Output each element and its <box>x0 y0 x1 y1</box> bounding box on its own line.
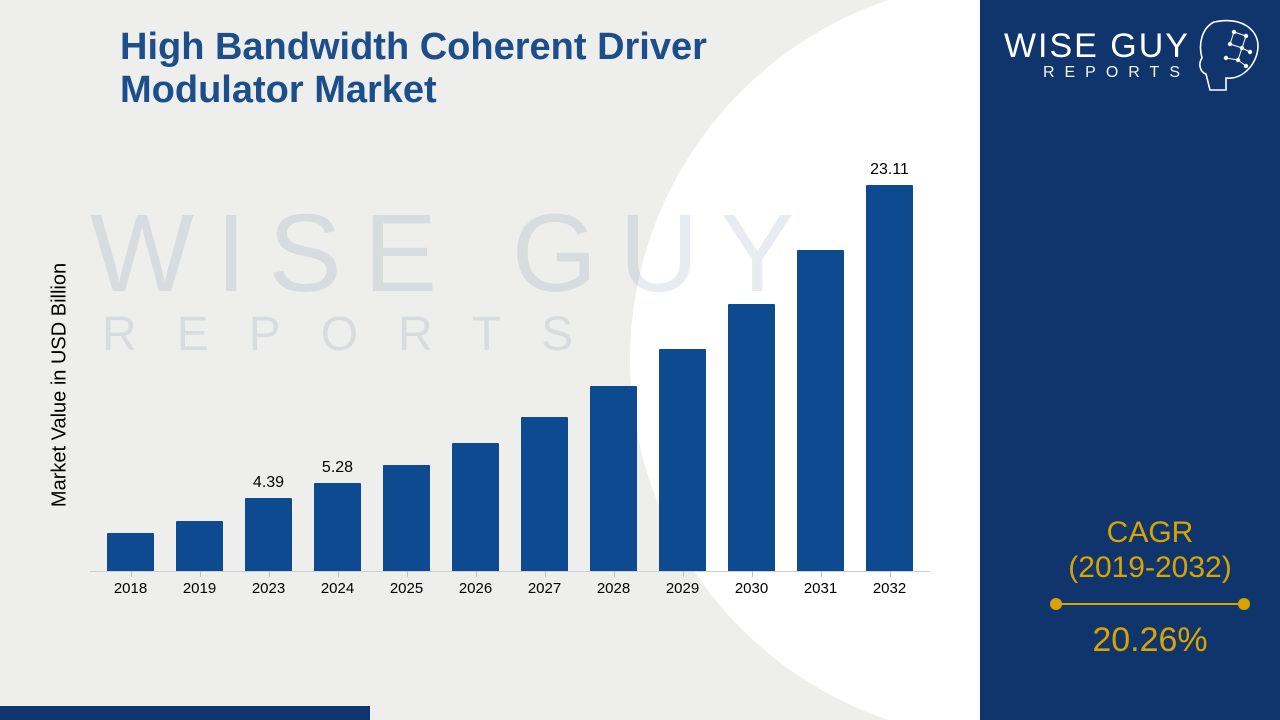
cagr-divider-dot-left-icon <box>1050 598 1062 610</box>
x-tick: 2027 <box>510 572 579 600</box>
x-tick-mark <box>131 571 132 577</box>
bar-slot <box>372 170 441 571</box>
bar-slot <box>717 170 786 571</box>
x-tick: 2024 <box>303 572 372 600</box>
x-tick: 2026 <box>441 572 510 600</box>
brand-logo: WISE GUY REPORTS <box>1004 18 1262 92</box>
x-tick-label: 2025 <box>372 580 441 597</box>
x-tick-mark <box>890 571 891 577</box>
bar <box>521 417 568 571</box>
cagr-block: CAGR (2019-2032) 20.26% <box>1020 516 1280 660</box>
x-tick-mark <box>407 571 408 577</box>
x-tick-label: 2028 <box>579 580 648 597</box>
y-axis-label: Market Value in USD Billion <box>48 263 71 507</box>
bar <box>728 304 775 571</box>
x-tick-label: 2027 <box>510 580 579 597</box>
x-tick-label: 2031 <box>786 580 855 597</box>
x-tick-label: 2024 <box>303 580 372 597</box>
x-tick: 2025 <box>372 572 441 600</box>
bar <box>797 250 844 571</box>
bar-slot <box>648 170 717 571</box>
x-tick-mark <box>200 571 201 577</box>
x-tick-mark <box>545 571 546 577</box>
bar-value-label: 5.28 <box>322 459 353 477</box>
bars-container: 4.39 5.28 23.11 <box>90 170 930 571</box>
cagr-divider <box>1056 603 1244 605</box>
x-tick-mark <box>338 571 339 577</box>
bar-slot <box>786 170 855 571</box>
x-tick-mark <box>476 571 477 577</box>
x-tick-label: 2026 <box>441 580 510 597</box>
bar-slot: 4.39 <box>234 170 303 571</box>
x-tick-mark <box>821 571 822 577</box>
bar-slot <box>579 170 648 571</box>
bar-slot <box>510 170 579 571</box>
x-tick-label: 2032 <box>855 580 924 597</box>
bar <box>314 483 361 571</box>
cagr-label-line2: (2019-2032) <box>1068 551 1231 584</box>
x-tick-label: 2023 <box>234 580 303 597</box>
bar-slot <box>96 170 165 571</box>
x-tick-mark <box>269 571 270 577</box>
x-tick-mark <box>683 571 684 577</box>
x-tick: 2019 <box>165 572 234 600</box>
x-tick-mark <box>614 571 615 577</box>
bar-slot <box>165 170 234 571</box>
bar-slot: 23.11 <box>855 170 924 571</box>
bar-chart: Market Value in USD Billion 4.39 5.28 23.1… <box>50 170 930 600</box>
x-tick: 2018 <box>96 572 165 600</box>
x-tick-label: 2030 <box>717 580 786 597</box>
bar-slot: 5.28 <box>303 170 372 571</box>
x-axis: 2018201920232024202520262027202820292030… <box>90 572 930 600</box>
logo-sub-text: REPORTS <box>1004 65 1190 81</box>
head-icon <box>1196 18 1262 92</box>
bar <box>590 386 637 571</box>
chart-title: High Bandwidth Coherent Driver Modulator… <box>120 26 840 111</box>
chart-canvas: WISE GUY REPORTS <box>0 0 1280 720</box>
logo-main-text: WISE GUY <box>1004 29 1190 63</box>
x-tick-label: 2018 <box>96 580 165 597</box>
bar-value-label: 23.11 <box>870 161 909 179</box>
x-tick: 2028 <box>579 572 648 600</box>
x-tick-label: 2029 <box>648 580 717 597</box>
bar <box>452 443 499 571</box>
bar <box>176 521 223 571</box>
bar <box>383 465 430 571</box>
bar <box>245 498 292 571</box>
x-tick: 2031 <box>786 572 855 600</box>
x-tick: 2029 <box>648 572 717 600</box>
x-tick: 2032 <box>855 572 924 600</box>
cagr-label-line1: CAGR <box>1107 516 1194 549</box>
bar <box>107 533 154 571</box>
bar-value-label: 4.39 <box>253 474 284 492</box>
cagr-divider-dot-right-icon <box>1238 598 1250 610</box>
footer-accent-bar <box>0 706 370 720</box>
plot-area: 4.39 5.28 23.11 <box>90 170 930 572</box>
bar <box>659 349 706 571</box>
logo-text: WISE GUY REPORTS <box>1004 29 1190 81</box>
cagr-value: 20.26% <box>1020 621 1280 660</box>
x-tick: 2030 <box>717 572 786 600</box>
x-tick-label: 2019 <box>165 580 234 597</box>
x-tick: 2023 <box>234 572 303 600</box>
bar-slot <box>441 170 510 571</box>
bar <box>866 185 913 571</box>
cagr-label: CAGR (2019-2032) <box>1020 516 1280 585</box>
x-tick-mark <box>752 571 753 577</box>
